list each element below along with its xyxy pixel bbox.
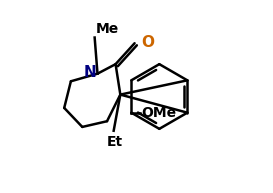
Text: N: N — [83, 65, 96, 80]
Text: OMe: OMe — [141, 106, 176, 120]
Text: Et: Et — [106, 135, 123, 150]
Text: Me: Me — [96, 22, 119, 36]
Text: O: O — [141, 35, 154, 50]
